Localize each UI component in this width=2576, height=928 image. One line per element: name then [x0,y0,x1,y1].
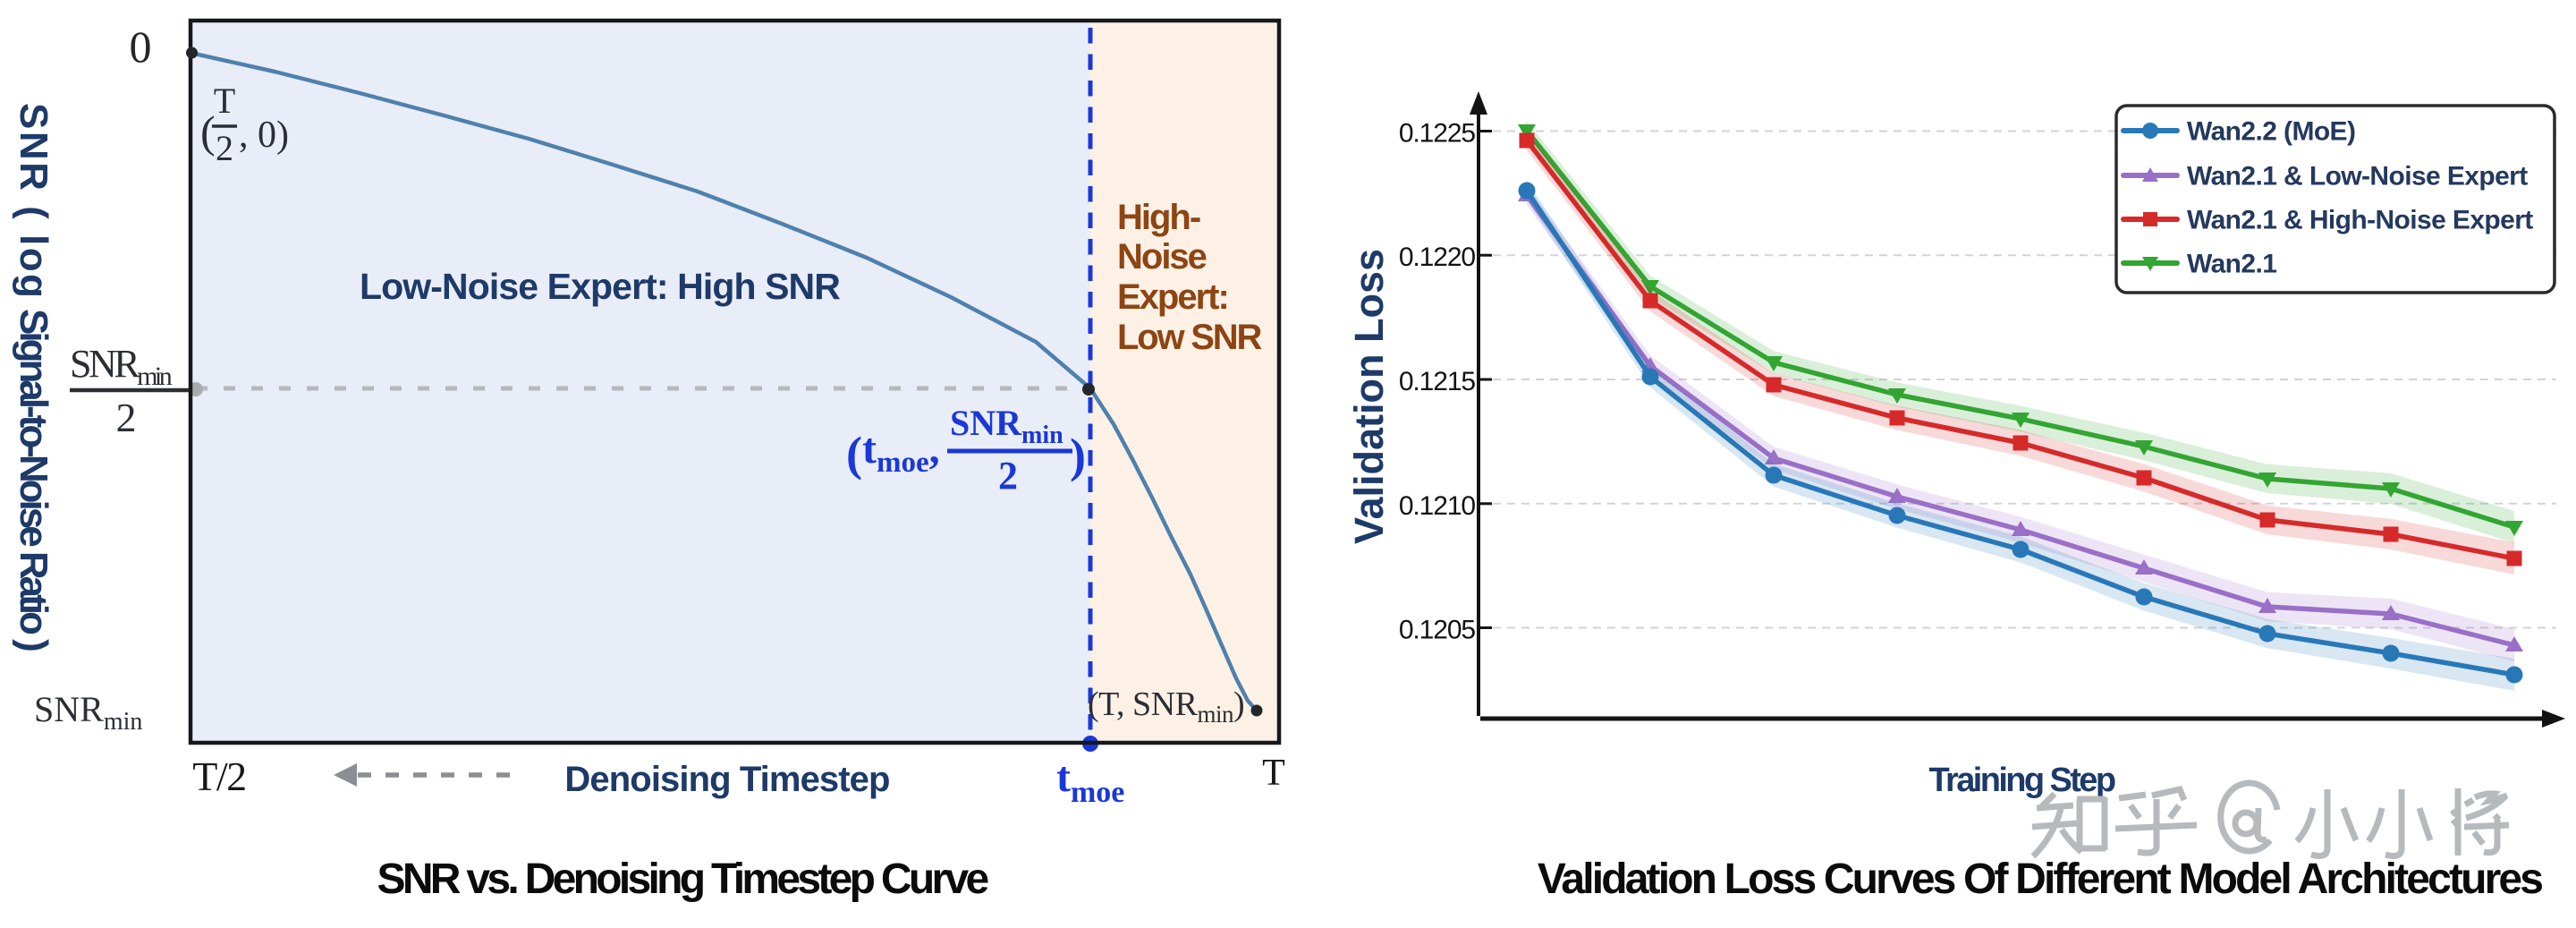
svg-text:Expert:: Expert: [1117,277,1228,317]
svg-text:Validation Loss: Validation Loss [1346,249,1392,544]
svg-text:T: T [214,81,235,121]
svg-text:2: 2 [116,395,137,440]
svg-text:0.1205: 0.1205 [1399,616,1476,645]
svg-text:Wan2.1: Wan2.1 [2187,250,2276,279]
svg-text:0: 0 [130,21,152,72]
svg-text:): ) [1070,429,1086,482]
svg-text:2: 2 [998,454,1018,498]
svg-text:Validation Loss Curves Of Diff: Validation Loss Curves Of Different Mode… [1538,856,2542,903]
svg-text:Noise: Noise [1117,237,1207,277]
svg-text:SNRmin: SNRmin [34,689,142,736]
svg-text:SNR ( log: SNR ( log [12,103,55,300]
svg-text:T/2: T/2 [192,753,245,799]
svg-text:Wan2.1 & Low-Noise Expert: Wan2.1 & Low-Noise Expert [2187,162,2528,192]
svg-text:0.1210: 0.1210 [1399,491,1476,521]
svg-text:Signal-to-Noise Ratio ): Signal-to-Noise Ratio ) [12,309,55,651]
svg-text:, 0): , 0) [239,115,289,156]
svg-text:Denoising Timestep: Denoising Timestep [564,760,889,799]
svg-text:(: ( [846,427,862,481]
svg-text:SNRmin: SNRmin [70,342,173,391]
svg-text:T: T [1262,753,1285,794]
svg-text:0.1215: 0.1215 [1399,367,1476,396]
svg-text:Wan2.2 (MoE): Wan2.2 (MoE) [2187,117,2355,147]
svg-text:High-: High- [1117,198,1200,237]
svg-text:tmoe: tmoe [1056,753,1124,809]
svg-text:0.1225: 0.1225 [1399,119,1476,149]
svg-text:SNR vs. Denoising Timestep Cur: SNR vs. Denoising Timestep Curve [377,856,989,903]
svg-text:0.1220: 0.1220 [1399,243,1476,272]
svg-text:(: ( [200,106,216,157]
svg-text:2: 2 [216,128,233,168]
svg-text:Wan2.1 & High-Noise Expert: Wan2.1 & High-Noise Expert [2187,206,2533,235]
svg-text:Training Step: Training Step [1929,762,2115,799]
svg-text:Low SNR: Low SNR [1117,318,1262,357]
svg-text:Low-Noise Expert: High SNR: Low-Noise Expert: High SNR [360,266,840,307]
